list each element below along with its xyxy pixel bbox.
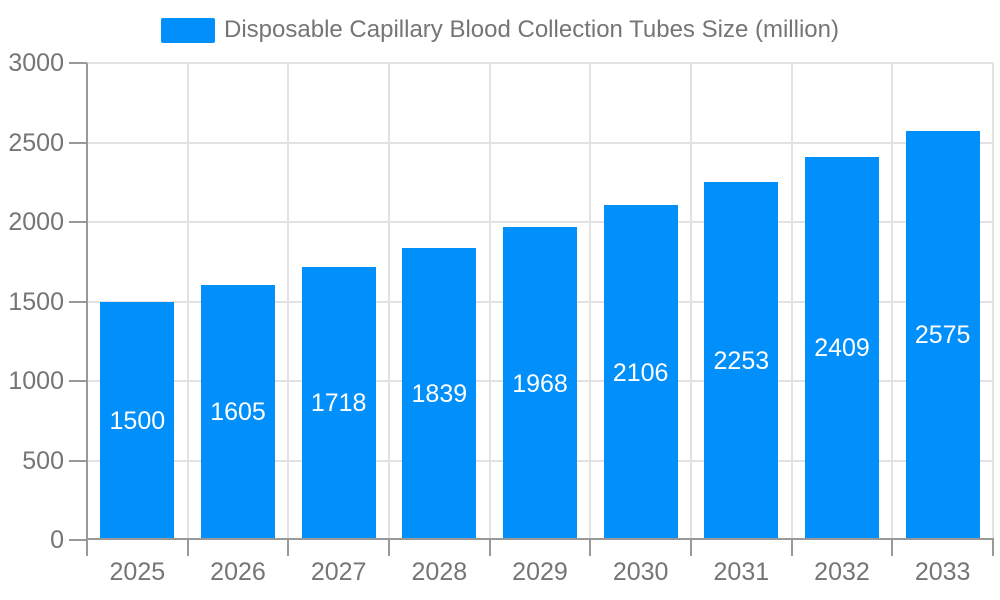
gridline-vertical (790, 63, 793, 540)
x-axis-tick-label: 2033 (914, 558, 971, 586)
bar-2032[interactable] (805, 156, 879, 538)
x-axis-tick-mark (690, 540, 692, 556)
bar-value-label: 1968 (512, 369, 568, 398)
x-axis-tick-mark (186, 540, 189, 556)
gridline-vertical (488, 63, 491, 540)
y-axis-line (86, 63, 88, 542)
bar-value-label: 2409 (814, 334, 870, 363)
y-axis-tick-label: 2500 (8, 128, 64, 157)
x-axis-tick-label: 2027 (310, 558, 367, 586)
x-axis-tick-label: 2030 (612, 558, 669, 586)
bar-2029[interactable] (503, 227, 577, 538)
x-axis-tick-label: 2029 (512, 558, 568, 586)
bar-2030[interactable] (603, 205, 678, 538)
y-axis-tick-mark (69, 459, 87, 462)
y-axis-tick-label: 3000 (8, 49, 64, 77)
y-axis-tick-mark (69, 141, 87, 144)
bar-2026[interactable] (201, 284, 275, 538)
bar-2025[interactable] (100, 301, 175, 538)
x-axis-line (86, 538, 994, 540)
y-axis-tick-label: 0 (50, 526, 64, 554)
bar-value-label: 1718 (310, 389, 367, 418)
x-axis-tick-mark (790, 540, 793, 556)
bar-value-label: 2106 (612, 358, 669, 387)
gridline-horizontal (87, 221, 993, 223)
gridline-horizontal (87, 141, 993, 144)
gridline-vertical (690, 63, 692, 540)
legend-item[interactable]: Disposable Capillary Blood Collection Tu… (161, 12, 839, 48)
y-axis-tick-mark (69, 62, 87, 64)
y-axis-tick-mark (69, 300, 87, 303)
x-axis-tick-mark (891, 540, 894, 556)
x-axis-tick-mark (488, 540, 491, 556)
gridline-vertical (186, 63, 189, 540)
x-axis-tick-label: 2031 (713, 558, 770, 586)
y-axis-tick-mark (69, 380, 87, 382)
y-axis-tick-label: 1000 (8, 367, 64, 395)
x-axis-tick-mark (287, 540, 290, 556)
x-axis-tick-label: 2032 (814, 558, 870, 586)
y-axis-tick-label: 1500 (8, 287, 64, 316)
gridline-vertical (891, 63, 894, 540)
bar-value-label: 2253 (713, 346, 770, 375)
y-axis-tick-label: 2000 (8, 208, 64, 236)
bar-value-label: 2575 (914, 321, 971, 350)
x-axis-tick-label: 2026 (210, 558, 266, 586)
y-axis-tick-mark (69, 221, 87, 223)
bar-value-label: 1605 (210, 398, 266, 427)
legend-label: Disposable Capillary Blood Collection Tu… (224, 16, 839, 43)
gridline-vertical (589, 63, 592, 540)
gridline-vertical (388, 63, 390, 540)
legend: Disposable Capillary Blood Collection Tu… (0, 12, 1000, 48)
bar-2031[interactable] (704, 181, 779, 538)
x-axis-tick-label: 2028 (411, 558, 468, 586)
bar-2028[interactable] (402, 247, 477, 538)
x-axis-tick-mark (388, 540, 390, 556)
x-axis-tick-mark (589, 540, 592, 556)
bar-value-label: 1500 (109, 406, 166, 435)
legend-swatch-icon (161, 17, 216, 43)
bar-2027[interactable] (301, 266, 376, 538)
y-axis-tick-mark (69, 539, 87, 541)
y-axis-tick-label: 500 (22, 446, 64, 475)
gridline-vertical (992, 63, 994, 540)
x-axis-tick-mark (86, 540, 88, 556)
gridline-horizontal (87, 62, 993, 64)
bar-2033[interactable] (905, 130, 980, 538)
x-axis-tick-mark (992, 540, 994, 556)
x-axis-tick-label: 2025 (109, 558, 166, 586)
bar-value-label: 1839 (411, 379, 468, 408)
gridline-vertical (287, 63, 290, 540)
